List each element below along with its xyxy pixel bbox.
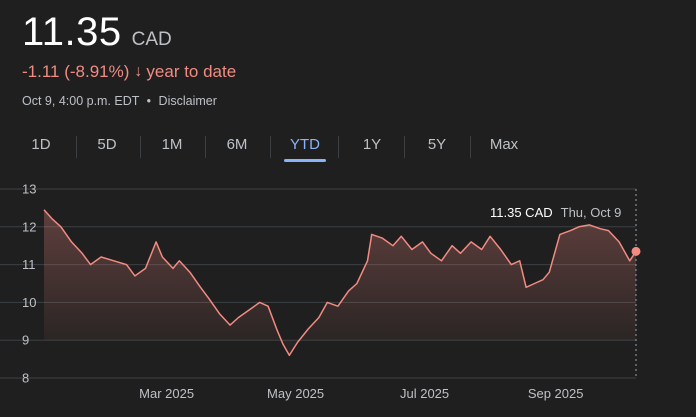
x-axis: Mar 2025 May 2025 Jul 2025 Sep 2025 [139,386,583,401]
tab-1m[interactable]: 1M [161,136,183,153]
disclaimer-link[interactable]: Disclaimer [158,94,217,108]
x-tick-label: May 2025 [267,386,324,401]
tab-6m[interactable]: 6M [226,136,248,153]
tab-divider [338,136,339,158]
current-price-marker [631,246,641,256]
x-tick-label: Mar 2025 [139,386,194,401]
price-area-fill [44,209,636,356]
tab-divider [270,136,271,158]
meta-separator: • [146,94,152,108]
tab-1y[interactable]: 1Y [362,136,382,153]
price-change: -1.11 (-8.91%) ↓ year to date [22,62,236,82]
currency-label: CAD [131,29,172,50]
y-tick-label: 11 [22,257,36,272]
tab-max[interactable]: Max [489,136,519,153]
y-tick-label: 8 [22,371,29,386]
change-period: year to date [146,62,237,81]
y-tick-label: 13 [22,182,36,197]
tab-divider [205,136,206,158]
arrow-down-icon: ↓ [134,63,143,80]
y-tick-label: 9 [22,333,29,348]
y-tick-label: 12 [22,219,36,234]
current-price: 11.35 [22,10,122,54]
price-line [43,209,637,357]
y-tick-label: 10 [22,295,36,310]
change-value: -1.11 (-8.91%) [22,62,130,81]
tab-divider [140,136,141,158]
y-axis: 13 12 11 10 9 8 [22,182,36,386]
price-tooltip: 11.35 CAD Thu, Oct 9 [484,200,628,224]
tooltip-price: 11.35 CAD [490,204,553,220]
x-tick-label: Jul 2025 [400,386,449,401]
tab-1d[interactable]: 1D [31,136,51,153]
tab-ytd[interactable]: YTD [280,130,330,164]
tooltip-date: Thu, Oct 9 [560,204,622,220]
tab-divider [470,136,471,158]
range-tabs: 1D 5D 1M 6M YTD 1Y 5Y Max [0,130,696,164]
tab-5y[interactable]: 5Y [427,136,447,153]
quote-timestamp: Oct 9, 4:00 p.m. EDT [22,94,140,108]
tab-5d[interactable]: 5D [97,136,117,153]
quote-meta: Oct 9, 4:00 p.m. EDT • Disclaimer [22,94,217,108]
quote-header: 11.35 CAD [22,10,172,55]
tab-divider [404,136,405,158]
tab-divider [76,136,77,158]
x-tick-label: Sep 2025 [528,386,584,401]
